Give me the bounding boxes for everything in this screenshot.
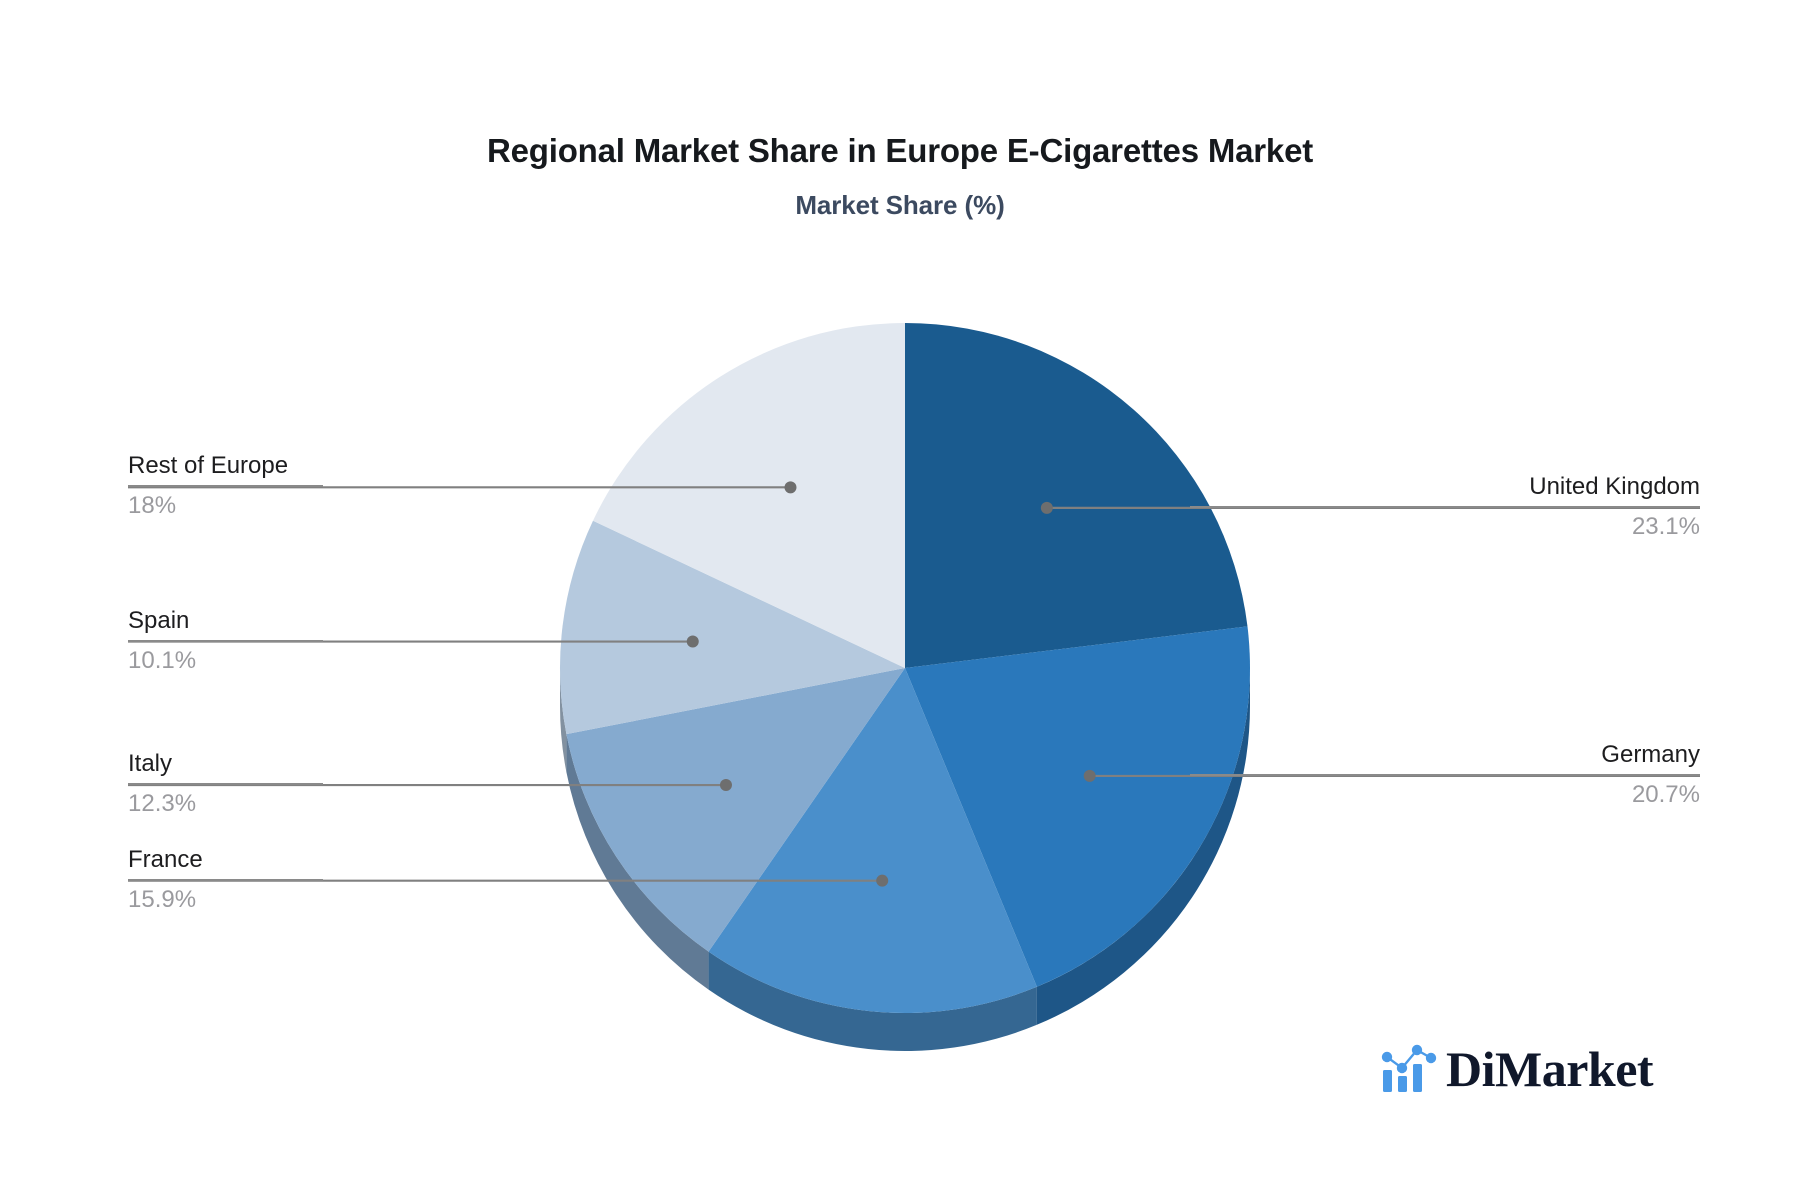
brand-name: DiMarket [1446, 1041, 1654, 1097]
leader-dot-italy [719, 779, 732, 792]
slice-germany[interactable] [905, 626, 1250, 987]
callout-rule [1190, 505, 1700, 508]
page-title: Regional Market Share in Europe E-Cigare… [486, 132, 1314, 169]
callout-value-spain: 10.1% [128, 646, 197, 674]
leader-dots [686, 481, 1096, 887]
bar-chart-logo-icon [1381, 1044, 1437, 1092]
leader-dot-france [876, 874, 889, 887]
depth-france [708, 951, 1037, 1051]
slice-united-kingdom[interactable] [905, 323, 1248, 668]
brand-logo: DiMarket [1379, 1040, 1654, 1098]
callout-label-france: France [128, 845, 203, 873]
callout-label-italy: Italy [128, 750, 173, 778]
callout-rule [128, 639, 323, 642]
slice-spain[interactable] [559, 520, 905, 735]
callout-rule [1190, 773, 1700, 776]
leader-dot-spain [686, 635, 699, 648]
slice-france[interactable] [708, 668, 1037, 1014]
callout-rule [128, 485, 323, 488]
slice-rest-of-europe[interactable] [593, 323, 905, 668]
leader-lines [128, 486, 1700, 882]
pie-slices [559, 323, 1250, 1014]
callout-value-germany: 20.7% [1631, 780, 1700, 808]
callout-united-kingdom: United Kingdom 23.1% [1190, 472, 1700, 544]
depth-spain [560, 668, 567, 773]
depth-germany [1036, 668, 1250, 1025]
callout-value-italy: 12.3% [128, 790, 197, 818]
callout-value-france: 15.9% [128, 885, 197, 913]
pie-depth-layer [560, 668, 1250, 1051]
callout-rest-of-europe: Rest of Europe 18% [128, 451, 323, 523]
callout-label-germany: Germany [1601, 740, 1700, 768]
leader-dot-rest-of-europe [784, 481, 797, 494]
callout-value-rest-of-europe: 18% [128, 492, 177, 520]
callout-rule [128, 878, 323, 881]
callout-italy: Italy 12.3% [128, 749, 323, 821]
callout-label-spain: Spain [128, 606, 190, 634]
callout-germany: Germany 20.7% [1190, 740, 1700, 812]
callout-spain: Spain 10.1% [128, 606, 323, 678]
callout-label-united-kingdom: United Kingdom [1529, 472, 1700, 500]
leader-dot-united-kingdom [1040, 501, 1053, 514]
callout-value-united-kingdom: 23.1% [1631, 512, 1700, 540]
callout-label-rest-of-europe: Rest of Europe [128, 452, 289, 480]
chart-subtitle: Market Share (%) [795, 190, 1005, 220]
depth-italy [566, 734, 709, 990]
leader-dot-germany [1083, 769, 1096, 782]
callout-france: France 15.9% [128, 845, 323, 917]
callout-rule [128, 783, 323, 786]
